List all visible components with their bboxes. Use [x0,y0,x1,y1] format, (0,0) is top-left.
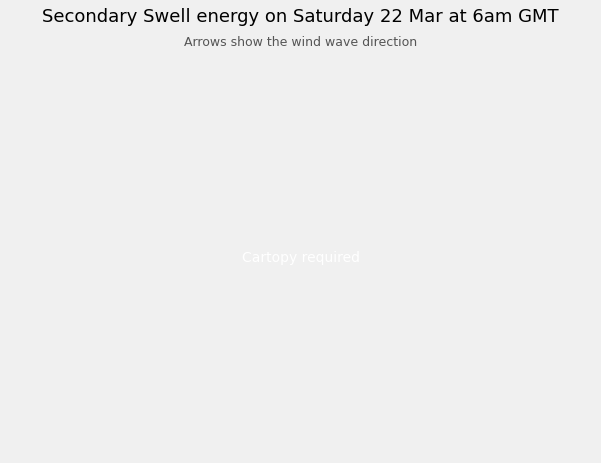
Text: Arrows show the wind wave direction: Arrows show the wind wave direction [184,36,417,49]
Text: Cartopy required: Cartopy required [242,251,359,265]
Text: Secondary Swell energy on Saturday 22 Mar at 6am GMT: Secondary Swell energy on Saturday 22 Ma… [42,8,559,26]
